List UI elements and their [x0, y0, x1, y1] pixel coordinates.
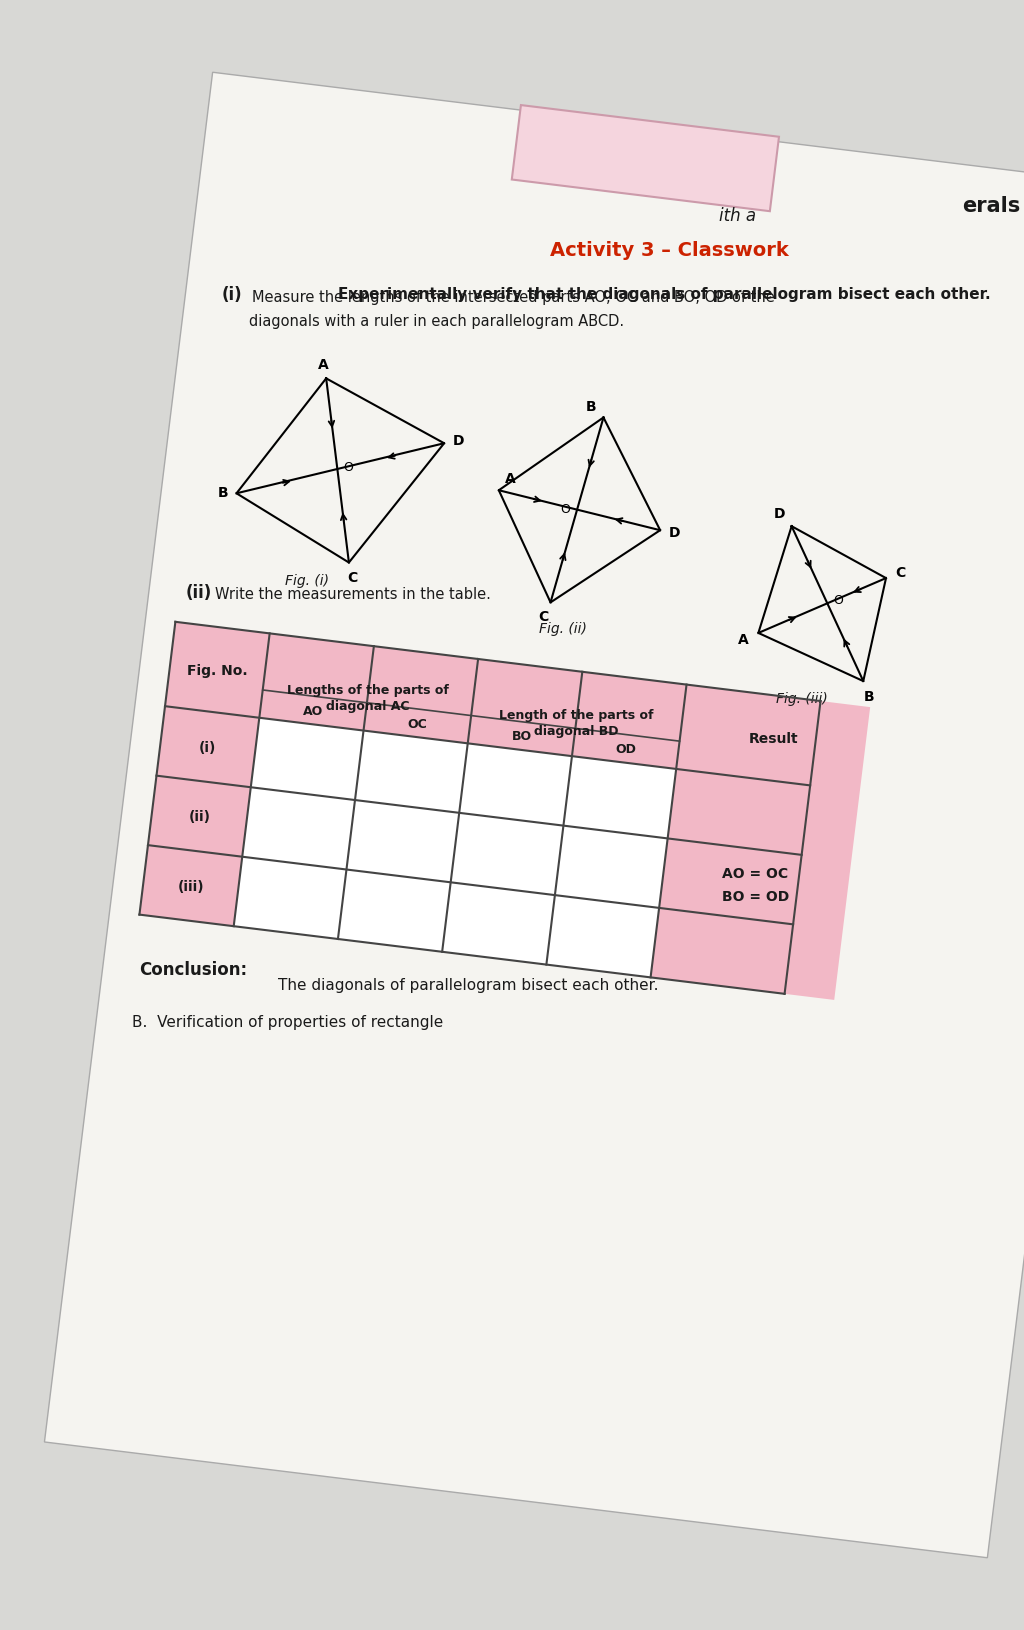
Text: Fig. No.: Fig. No.	[187, 663, 248, 678]
Text: O: O	[834, 593, 843, 606]
Text: (i): (i)	[222, 285, 243, 303]
Text: AO: AO	[303, 704, 324, 717]
Text: A: A	[738, 632, 749, 647]
Text: D: D	[453, 434, 465, 448]
Text: Experimentally verify that the diagonals of parallelogram bisect each other.: Experimentally verify that the diagonals…	[338, 287, 990, 302]
Text: Lengths of the parts of
diagonal AC: Lengths of the parts of diagonal AC	[287, 683, 449, 712]
Text: (ii): (ii)	[188, 810, 210, 823]
Text: Length of the parts of
diagonal BD: Length of the parts of diagonal BD	[499, 709, 653, 738]
Text: erals: erals	[963, 196, 1020, 215]
Text: Fig. (ii): Fig. (ii)	[540, 621, 588, 636]
Text: Write the measurements in the table.: Write the measurements in the table.	[215, 587, 490, 601]
Text: OD: OD	[615, 743, 636, 756]
Text: B.  Verification of properties of rectangle: B. Verification of properties of rectang…	[132, 1015, 443, 1030]
Text: OC: OC	[408, 717, 427, 730]
Text: diagonals with a ruler in each parallelogram ABCD.: diagonals with a ruler in each parallelo…	[249, 315, 624, 329]
Bar	[650, 685, 870, 1001]
Text: Activity 3 – Classwork: Activity 3 – Classwork	[550, 241, 788, 259]
Text: B: B	[864, 689, 874, 704]
Text: O: O	[343, 461, 353, 474]
Text: Measure the lengths of the intersected parts AO, OC and BO, OD of the: Measure the lengths of the intersected p…	[252, 290, 774, 305]
Bar	[512, 106, 779, 212]
Text: A: A	[505, 471, 516, 486]
Text: D: D	[773, 507, 785, 520]
Bar	[139, 623, 269, 926]
Text: A: A	[317, 357, 329, 372]
Bar	[165, 623, 820, 786]
Text: Fig. (i): Fig. (i)	[286, 574, 330, 587]
Text: AO = OC
BO = OD: AO = OC BO = OD	[722, 867, 788, 903]
Text: (ii): (ii)	[185, 584, 212, 601]
Text: C: C	[896, 566, 906, 580]
Text: (iii): (iii)	[177, 879, 204, 893]
Text: C: C	[539, 610, 549, 623]
Text: B: B	[586, 399, 596, 414]
Text: O: O	[560, 502, 570, 515]
Polygon shape	[44, 73, 1024, 1558]
Text: Fig. (iii): Fig. (iii)	[776, 691, 827, 706]
Text: ith a: ith a	[719, 207, 756, 225]
Text: D: D	[669, 525, 680, 540]
Text: C: C	[347, 570, 357, 585]
Bar	[233, 634, 686, 978]
Text: BO: BO	[512, 730, 531, 743]
Bar	[259, 634, 686, 769]
Text: Conclusion:: Conclusion:	[139, 960, 247, 978]
Text: (i): (i)	[200, 740, 217, 755]
Text: The diagonals of parallelogram bisect each other.: The diagonals of parallelogram bisect ea…	[278, 978, 658, 993]
Text: B: B	[217, 486, 228, 499]
Text: Result: Result	[749, 732, 798, 745]
